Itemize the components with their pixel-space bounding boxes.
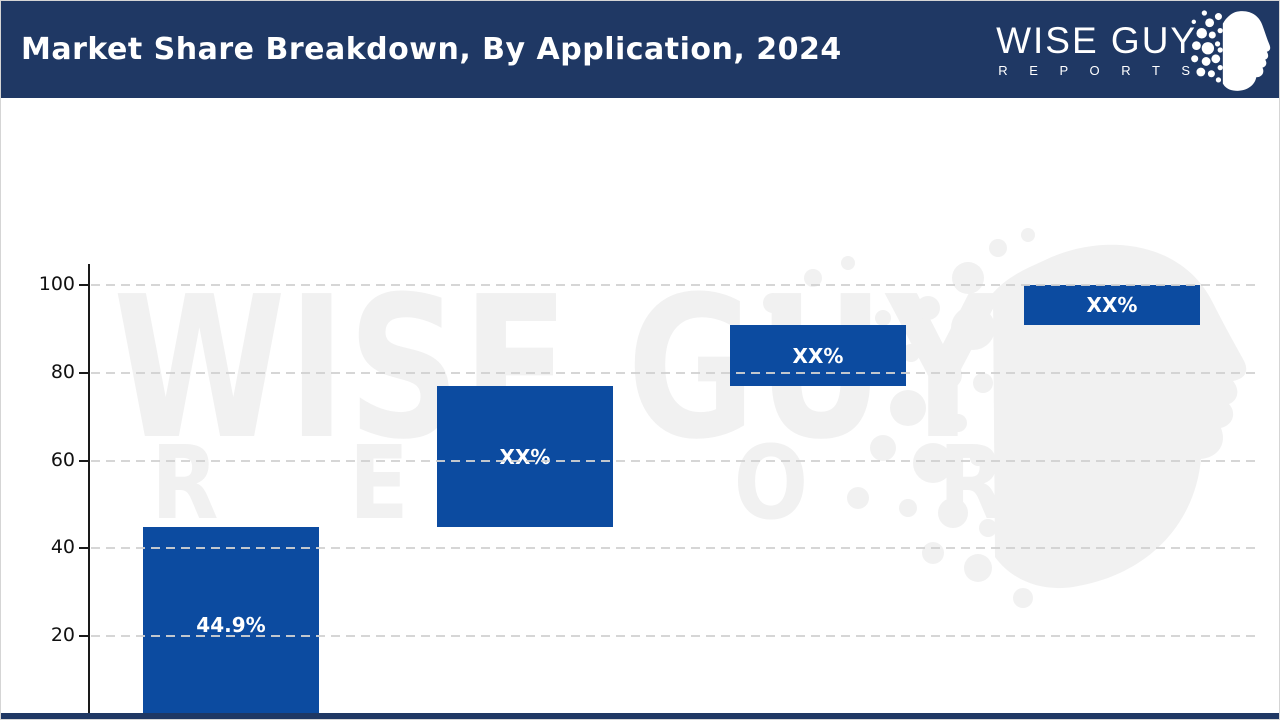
bar-value-label: XX%: [792, 343, 844, 368]
page-title: Market Share Breakdown, By Application, …: [21, 32, 842, 67]
watermark-face-icon: [763, 228, 1247, 608]
bar-residential: 44.9%: [143, 526, 319, 719]
bar-value-label: XX%: [499, 444, 551, 469]
footer-accent-strip: [1, 713, 1279, 719]
y-tick-label: 40: [50, 536, 75, 559]
header-bar: Market Share Breakdown, By Application, …: [1, 1, 1279, 98]
y-tick-label: 20: [50, 624, 75, 647]
y-tick-label: 80: [50, 360, 75, 383]
logo-wise-guy-label: WISE GUY: [996, 20, 1198, 62]
gridline: [91, 635, 1259, 638]
bar-outdoor: XX%: [1024, 285, 1200, 325]
gridline: [91, 547, 1259, 550]
gridline: [91, 284, 1259, 286]
plot-area: 020406080100 ResidentialCommercialIndust…: [1, 98, 1279, 719]
y-tick-mark: [79, 371, 88, 374]
y-tick-mark: [79, 547, 88, 550]
y-tick-mark: [79, 284, 88, 286]
logo-text: WISE GUY R E P O R T S: [994, 20, 1199, 78]
bar-value-label: XX%: [1086, 292, 1138, 317]
logo-reports-label: R E P O R T S: [998, 62, 1199, 78]
gridline: [91, 459, 1259, 462]
y-tick-mark: [79, 459, 88, 462]
gridline: [91, 371, 1259, 374]
bar-value-label: 44.9%: [196, 613, 266, 638]
y-tick-label: 60: [50, 448, 75, 471]
y-tick-mark: [79, 635, 88, 638]
bar-industrial: XX%: [730, 324, 906, 387]
y-tick-label: 100: [38, 273, 75, 295]
bar-commercial: XX%: [437, 386, 613, 527]
y-axis-spine: [88, 264, 90, 719]
wise-guy-face-icon: [1191, 10, 1271, 91]
wise-guy-logo: WISE GUY R E P O R T S: [994, 5, 1273, 95]
